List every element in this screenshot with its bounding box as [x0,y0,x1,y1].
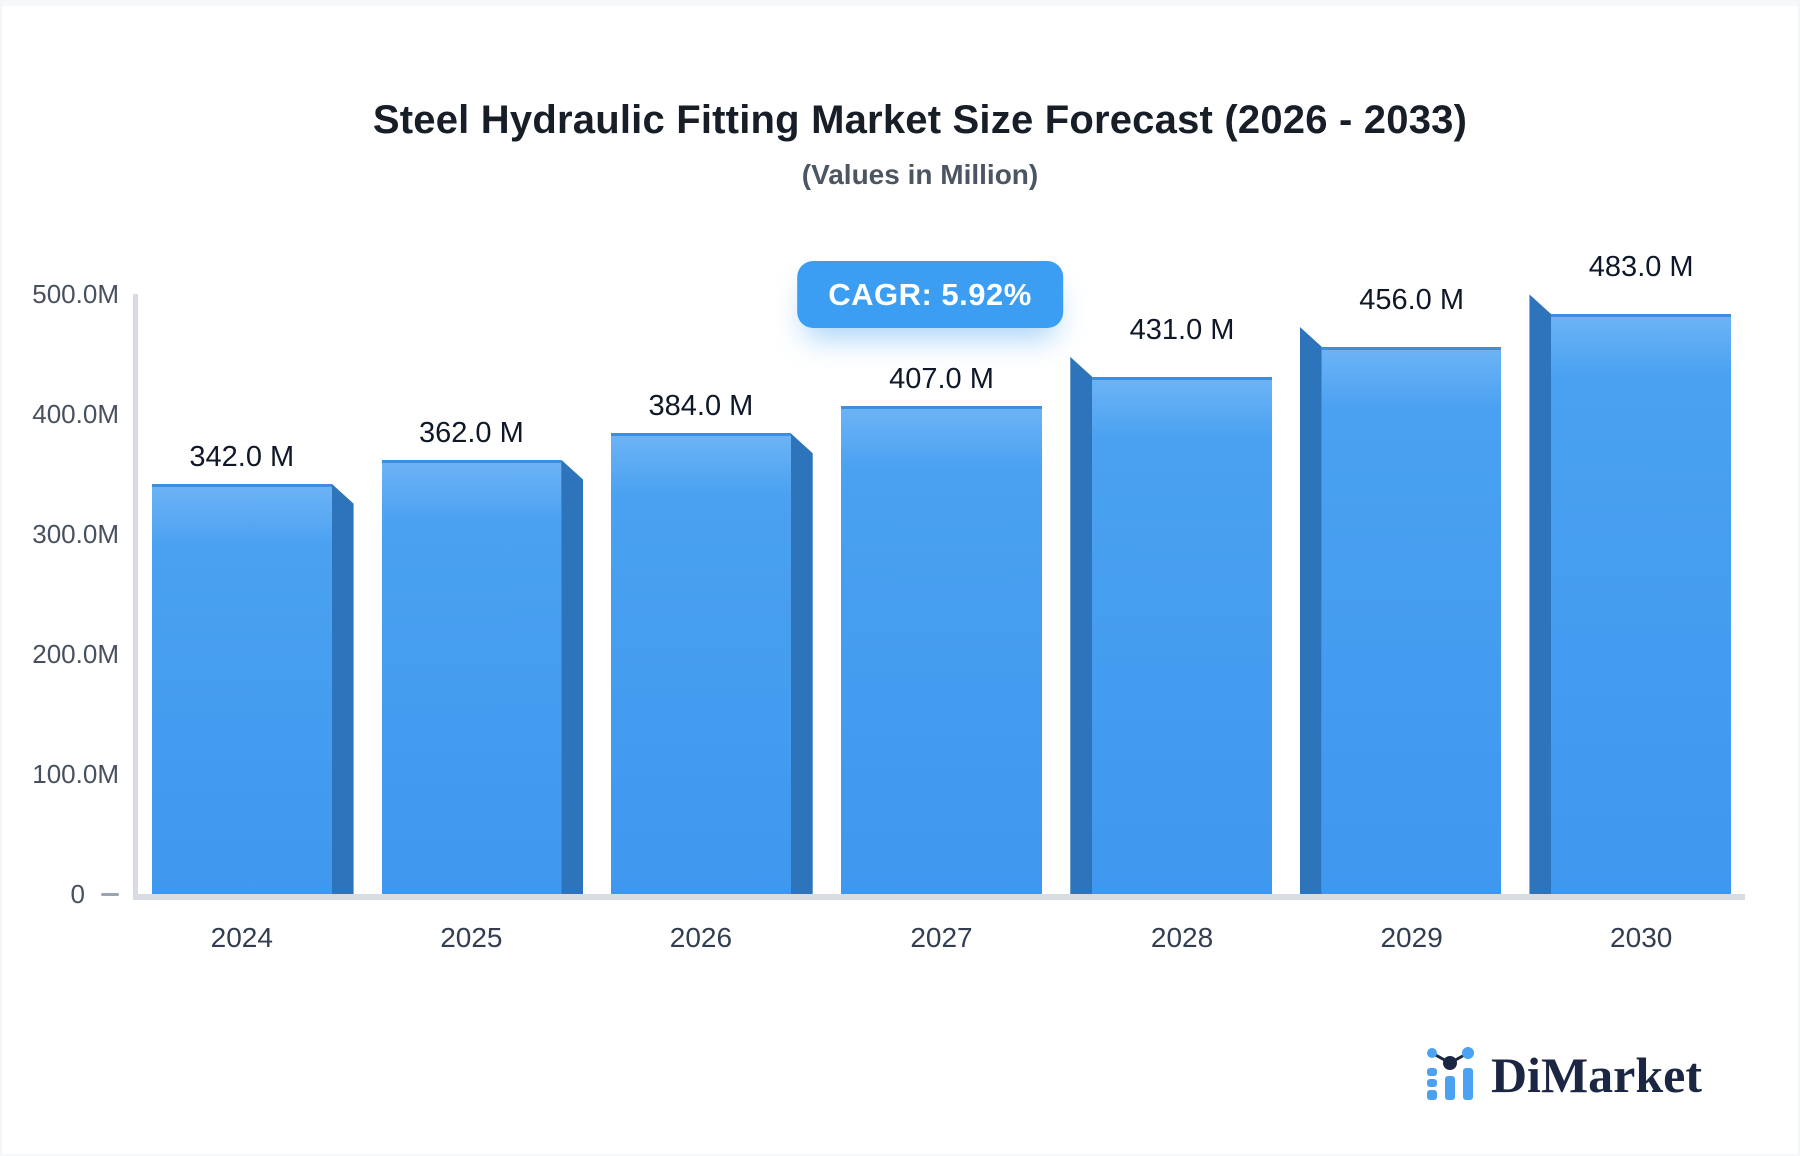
chart-subtitle: (Values in Million) [801,159,1039,190]
bar-value-label: 456.0 M [1359,283,1465,316]
chart-header: Steel Hydraulic Fitting Market Size Fore… [42,98,1798,191]
bar-value-label: 431.0 M [1129,313,1235,346]
x-axis-label: 2027 [910,922,973,953]
bar[interactable] [152,483,332,894]
y-axis-tick-label: 0 [2,877,119,911]
bar-side-face [790,433,813,894]
bar[interactable] [1092,376,1272,894]
brand-logo-text: DiMarket [1490,1047,1702,1103]
bar-group: 483.0 M 2030 [1515,251,1745,953]
bar-group: 362.0 M 2025 [368,294,598,953]
plot-area: 342.0 M 2024 362.0 M 2025 384.0 M 2026 407.0 M… [138,251,1745,953]
bar-side-face [561,459,584,894]
bar[interactable] [1321,346,1502,894]
y-axis-tick-label: 300.0M [32,518,119,549]
y-axis-tick-label: 500.0M [32,278,119,309]
bar-chart: 500.0M 400.0M 300.0M 200.0M 100.0M 0 342.0 M 2… [2,251,1798,953]
y-axis-tick-label: 100.0M [32,758,119,789]
x-axis-label: 2030 [1610,922,1673,953]
bar-value-label: 342.0 M [189,440,295,473]
y-axis-tick-label: 400.0M [32,398,119,429]
brand-logo: DiMarket [1423,1042,1702,1100]
bar-value-label: 384.0 M [648,390,754,423]
bar[interactable] [611,433,791,894]
bar-value-label: 362.0 M [418,416,524,449]
x-axis-label: 2024 [210,922,273,953]
bar[interactable] [1551,314,1731,894]
bar-value-label: 483.0 M [1588,251,1694,284]
bar-chart-logo-icon [1426,1047,1474,1100]
bar[interactable] [381,459,562,894]
x-axis-label: 2029 [1380,922,1443,953]
y-axis-tick-label: 200.0M [32,638,119,669]
bar-group: 456.0 M 2029 [1286,284,1516,953]
cagr-badge: CAGR: 5.92% [797,261,1063,328]
x-axis-label: 2028 [1150,922,1214,953]
bar-group: 342.0 M 2024 [138,294,368,953]
bar-group: 407.0 M 2027 [827,294,1057,953]
bar-side-face [1529,294,1552,894]
y-axis-tick-mark [101,892,119,896]
x-axis-label: 2026 [669,922,733,953]
x-axis-label: 2025 [440,922,503,953]
y-axis-line [133,294,138,900]
bar-side-face [1070,356,1093,894]
bar-group: 431.0 M 2028 [1056,294,1286,953]
bar-side-face [331,483,354,894]
bar-value-label: 407.0 M [889,362,994,395]
bar-group: 384.0 M 2026 [597,294,827,953]
chart-title: Steel Hydraulic Fitting Market Size Fore… [372,98,1468,142]
bar[interactable] [840,405,1043,894]
x-axis-line [133,894,1745,900]
bar-side-face [1299,326,1322,894]
